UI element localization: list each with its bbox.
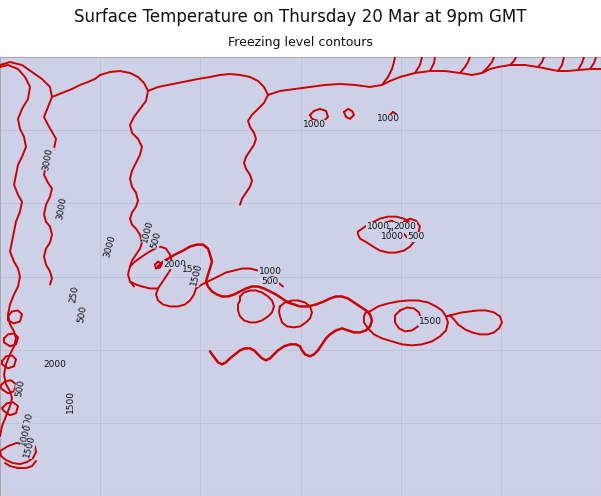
Text: 2000: 2000 [394, 222, 416, 231]
Text: 1000: 1000 [258, 267, 281, 276]
Text: 500: 500 [22, 412, 35, 431]
Text: 1000: 1000 [376, 115, 400, 124]
Text: 1000: 1000 [141, 219, 155, 244]
Text: 1500: 1500 [66, 390, 75, 413]
Text: 500: 500 [150, 230, 163, 249]
Text: 1500: 1500 [190, 262, 204, 287]
Text: 500: 500 [14, 379, 26, 397]
Text: 250: 250 [68, 285, 80, 304]
Text: 75: 75 [385, 228, 397, 237]
Text: 1000: 1000 [380, 232, 403, 241]
Text: Freezing level contours: Freezing level contours [228, 36, 373, 49]
Text: 2000: 2000 [43, 360, 67, 369]
Text: 1000: 1000 [367, 222, 389, 231]
Text: 1000: 1000 [19, 422, 33, 446]
Text: 1500: 1500 [23, 434, 37, 458]
Text: 500: 500 [261, 277, 279, 286]
Text: 500: 500 [76, 305, 88, 324]
Text: 3000: 3000 [55, 196, 69, 221]
Text: 2000: 2000 [163, 260, 186, 269]
Text: 1500: 1500 [182, 265, 204, 274]
Text: Surface Temperature on Thursday 20 Mar at 9pm GMT: Surface Temperature on Thursday 20 Mar a… [75, 8, 526, 26]
Text: 3000: 3000 [41, 147, 55, 171]
Text: 1500: 1500 [418, 317, 442, 326]
Text: 1000: 1000 [302, 121, 326, 129]
Text: 500: 500 [407, 232, 425, 241]
Text: 3000: 3000 [103, 234, 117, 259]
